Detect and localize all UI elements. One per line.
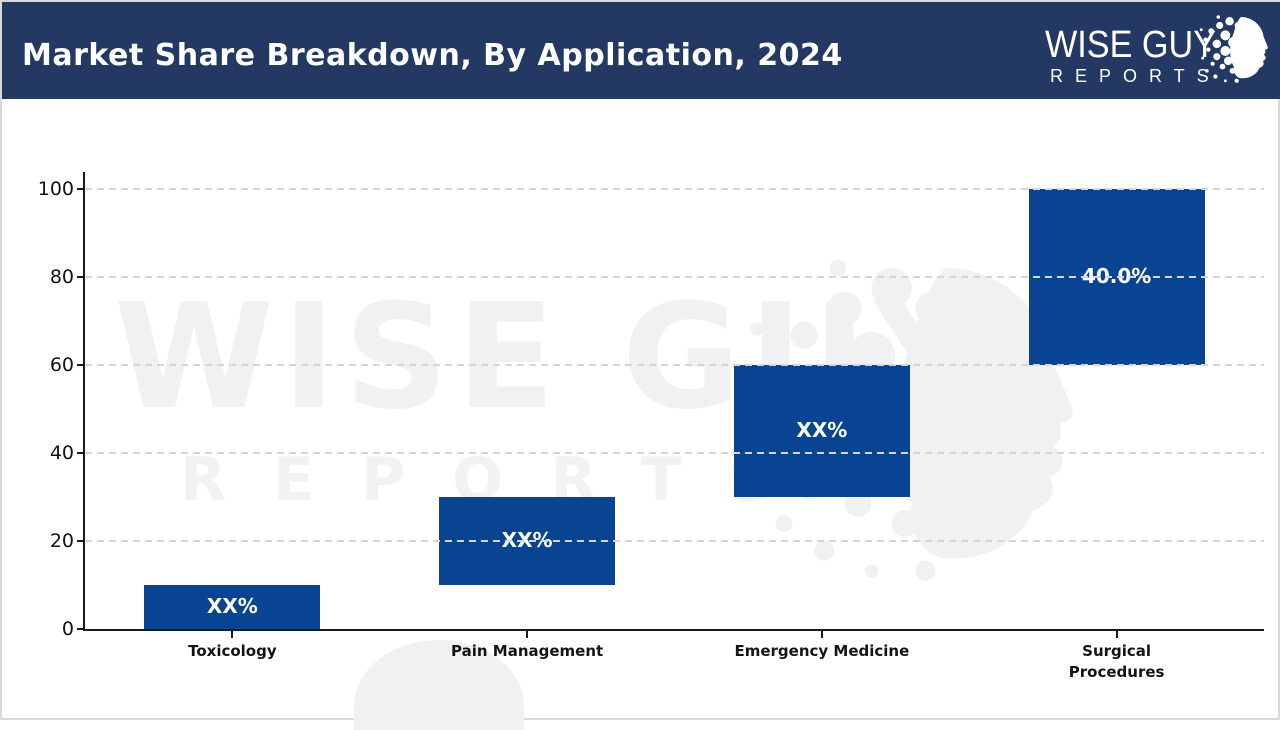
x-tick-label-2: Emergency Medicine xyxy=(734,642,910,660)
bar-emergency-medicine: XX% xyxy=(733,365,910,497)
header-bar: Market Share Breakdown, By Application, … xyxy=(2,2,1280,99)
x-tick-label-0: Toxicology xyxy=(188,642,277,660)
y-tick-label-80: 80 xyxy=(49,266,74,288)
y-tick-label-40: 40 xyxy=(49,442,74,464)
y-axis-spine xyxy=(83,172,85,631)
y-tick-label-100: 100 xyxy=(37,178,74,200)
bar-value-label: 40.0% xyxy=(1081,263,1152,288)
y-tick-label-0: 0 xyxy=(61,618,74,640)
gridline-80 xyxy=(85,276,1264,278)
x-tick-label-1: Pain Management xyxy=(451,642,604,660)
wise-guy-reports-logo: WISE GUY REPORTS xyxy=(1002,2,1280,99)
gridline-40 xyxy=(85,452,1264,454)
y-tick-label-60: 60 xyxy=(49,354,74,376)
chart-title: Market Share Breakdown, By Application, … xyxy=(22,38,843,73)
gridline-60 xyxy=(85,364,1264,366)
x-tick-2 xyxy=(820,631,823,638)
y-tick-60 xyxy=(77,364,85,366)
logo-head-icon xyxy=(1199,15,1268,83)
y-tick-label-20: 20 xyxy=(49,530,74,552)
logo-wiseguy-text: WISE GUY xyxy=(1045,24,1217,66)
x-axis-spine xyxy=(83,629,1264,631)
y-tick-20 xyxy=(77,540,85,542)
bar-value-label: XX% xyxy=(501,527,553,552)
bar-value-label: XX% xyxy=(796,417,848,442)
y-tick-80 xyxy=(77,276,85,278)
gridline-100 xyxy=(85,188,1264,190)
y-tick-100 xyxy=(77,188,85,190)
bar-toxicology: XX% xyxy=(144,585,321,629)
y-tick-40 xyxy=(77,452,85,454)
tick-labels-layer: 0 20 40 60 80 100 Toxicology Pain Management Eme… xyxy=(2,2,1278,718)
gridline-20 xyxy=(85,540,1264,542)
bar-value-label: XX% xyxy=(206,593,258,618)
x-tick-label-3: Surgical Procedures xyxy=(1068,642,1165,681)
y-tick-0 xyxy=(77,628,85,630)
x-tick-0 xyxy=(231,631,234,638)
x-tick-1 xyxy=(526,631,529,638)
x-tick-3 xyxy=(1115,631,1118,638)
grid-layer xyxy=(2,2,1278,718)
logo-reports-text: REPORTS xyxy=(1050,66,1221,86)
axes-layer xyxy=(2,2,1278,718)
